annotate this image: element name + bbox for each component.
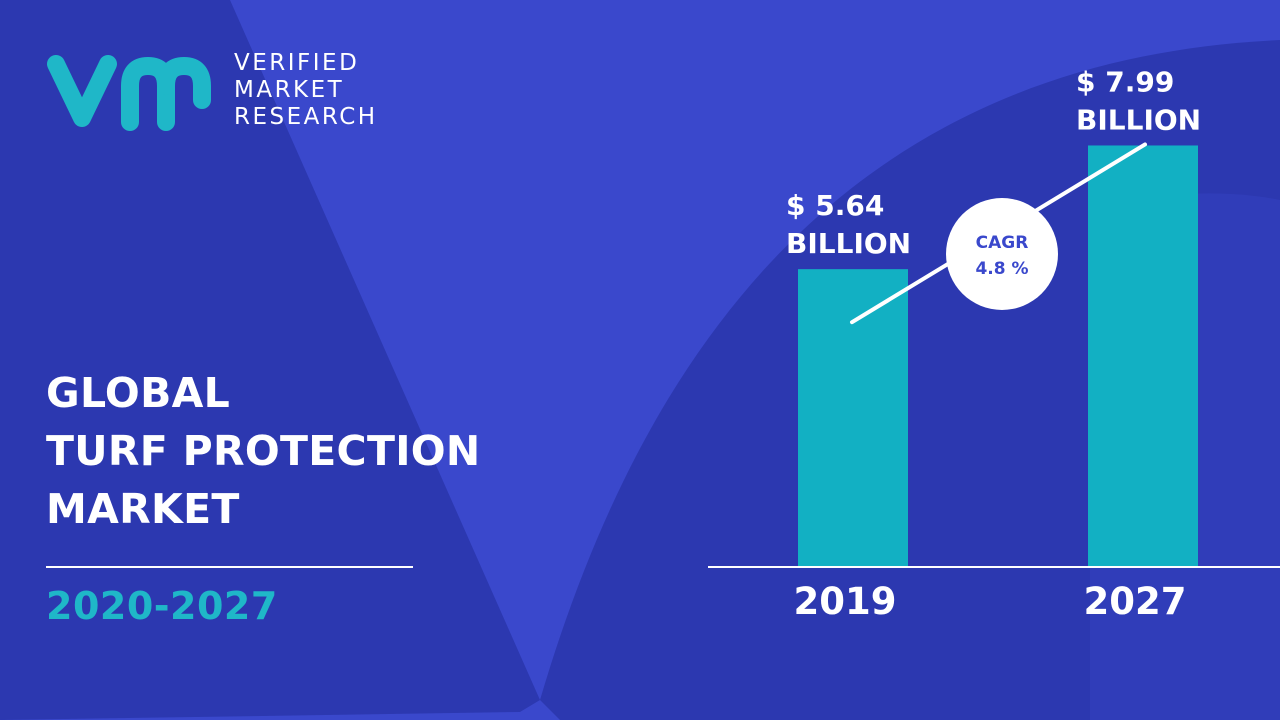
bar-2027	[1088, 145, 1198, 566]
report-title: GLOBAL TURF PROTECTION MARKET	[46, 364, 481, 538]
tick-label-2019: 2019	[794, 580, 897, 623]
brand-line-3: RESEARCH	[234, 104, 378, 130]
value-label-2027-unit: BILLION	[1076, 103, 1201, 136]
brand-logo: VERIFIED MARKET RESEARCH	[44, 48, 404, 138]
title-line-2: TURF PROTECTION	[46, 427, 481, 475]
vmr-logo-mark-icon	[47, 55, 211, 131]
cagr-label: CAGR	[976, 233, 1029, 253]
bar-2019	[798, 269, 908, 566]
brand-line-2: MARKET	[234, 77, 345, 103]
value-label-2019-amount: $ 5.64	[786, 189, 884, 222]
title-divider	[46, 566, 413, 568]
forecast-period: 2020-2027	[46, 584, 278, 628]
title-line-3: MARKET	[46, 485, 240, 533]
tick-label-2027: 2027	[1084, 580, 1187, 623]
value-label-2019-unit: BILLION	[786, 227, 911, 260]
cagr-badge	[946, 198, 1058, 310]
cagr-value: 4.8 %	[975, 259, 1028, 279]
title-line-1: GLOBAL	[46, 369, 231, 417]
value-label-2027-amount: $ 7.99	[1076, 65, 1174, 98]
brand-name: VERIFIED MARKET RESEARCH	[234, 50, 378, 131]
brand-line-1: VERIFIED	[234, 50, 360, 76]
